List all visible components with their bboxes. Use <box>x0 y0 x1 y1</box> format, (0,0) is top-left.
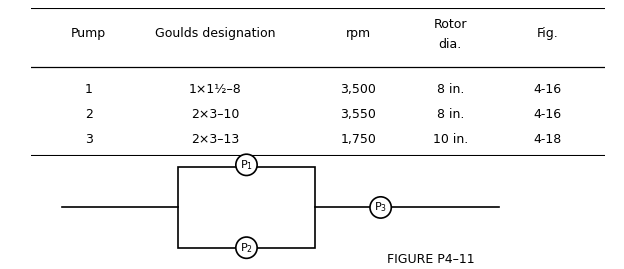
Text: P$_2$: P$_2$ <box>240 241 253 254</box>
Text: 3,500: 3,500 <box>341 83 376 96</box>
Text: 4-16: 4-16 <box>534 83 562 96</box>
Ellipse shape <box>236 237 257 258</box>
Text: P$_1$: P$_1$ <box>240 158 253 172</box>
Text: Fig.: Fig. <box>537 27 558 40</box>
Text: 1,750: 1,750 <box>341 133 376 146</box>
Bar <box>178 167 315 248</box>
Text: 10 in.: 10 in. <box>432 133 468 146</box>
Text: 1: 1 <box>85 83 92 96</box>
Text: 4-18: 4-18 <box>534 133 562 146</box>
Text: Goulds designation: Goulds designation <box>155 27 275 40</box>
Text: 3: 3 <box>85 133 92 146</box>
Text: rpm: rpm <box>346 27 371 40</box>
Text: Rotor: Rotor <box>434 18 467 31</box>
Text: 2×3–13: 2×3–13 <box>191 133 239 146</box>
Text: Pump: Pump <box>71 27 106 40</box>
Text: 8 in.: 8 in. <box>437 108 464 121</box>
Text: 8 in.: 8 in. <box>437 83 464 96</box>
Text: 2: 2 <box>85 108 92 121</box>
Text: P$_3$: P$_3$ <box>374 201 387 214</box>
Text: 4-16: 4-16 <box>534 108 562 121</box>
Text: 1×1½–8: 1×1½–8 <box>188 83 241 96</box>
Ellipse shape <box>370 197 391 218</box>
Text: 2×3–10: 2×3–10 <box>191 108 239 121</box>
Ellipse shape <box>236 154 257 175</box>
Text: dia.: dia. <box>439 38 462 51</box>
Text: 3,550: 3,550 <box>341 108 376 121</box>
Text: FIGURE P4–11: FIGURE P4–11 <box>387 253 474 266</box>
